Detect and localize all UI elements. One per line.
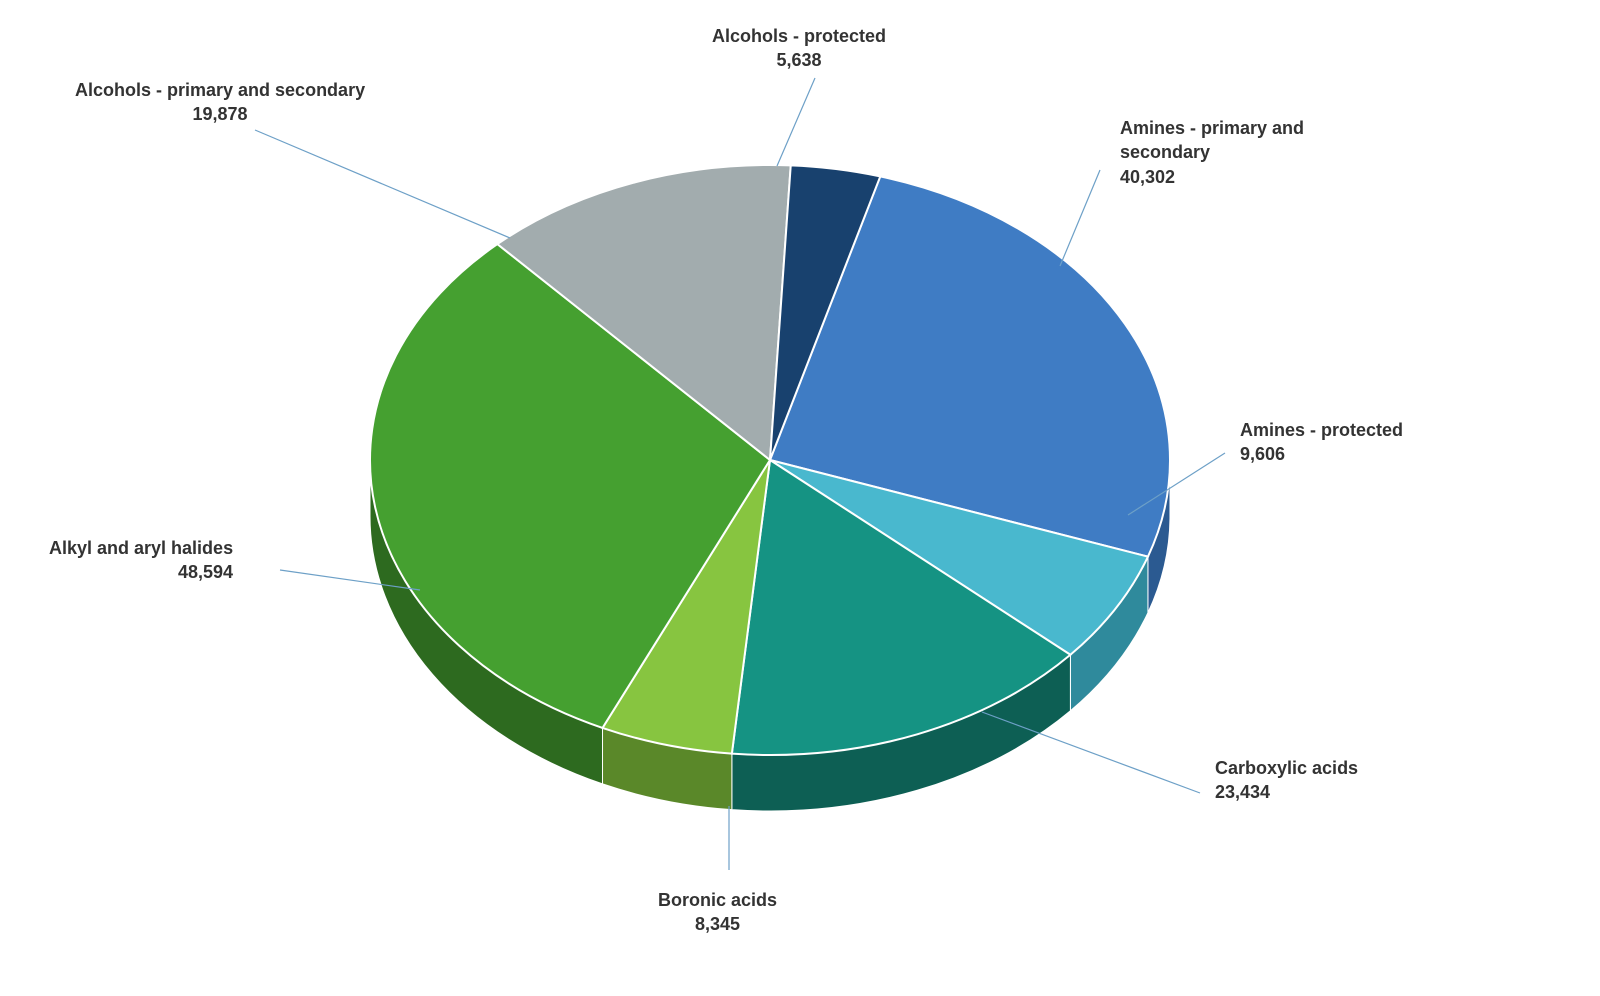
slice-label-text: Alcohols - protected [712,24,886,48]
slice-label-value: 9,606 [1240,442,1403,466]
leader-line [982,712,1200,793]
slice-label-value: 5,638 [712,48,886,72]
slice-label: Carboxylic acids23,434 [1215,756,1358,805]
slice-label-value: 8,345 [658,912,777,936]
slice-label-value: 23,434 [1215,780,1358,804]
leader-line [1060,170,1100,266]
slice-label-text: Amines - protected [1240,418,1403,442]
slice-label-text: Alkyl and aryl halides [49,536,233,560]
slice-label-value: 48,594 [49,560,233,584]
slice-label-text: Amines - primary andsecondary [1120,116,1304,165]
slice-label: Alcohols - protected5,638 [712,24,886,73]
slice-label-text: Boronic acids [658,888,777,912]
leader-line [777,78,815,166]
slice-label-value: 19,878 [75,102,365,126]
leader-line [255,130,510,238]
pie-chart-3d [0,0,1600,996]
slice-label-text: Carboxylic acids [1215,756,1358,780]
slice-label: Alcohols - primary and secondary19,878 [75,78,365,127]
slice-label: Amines - protected9,606 [1240,418,1403,467]
slice-label-value: 40,302 [1120,165,1304,189]
slice-label-text: Alcohols - primary and secondary [75,78,365,102]
slice-label: Alkyl and aryl halides48,594 [49,536,233,585]
slice-label: Boronic acids8,345 [658,888,777,937]
slice-label: Amines - primary andsecondary40,302 [1120,116,1304,189]
